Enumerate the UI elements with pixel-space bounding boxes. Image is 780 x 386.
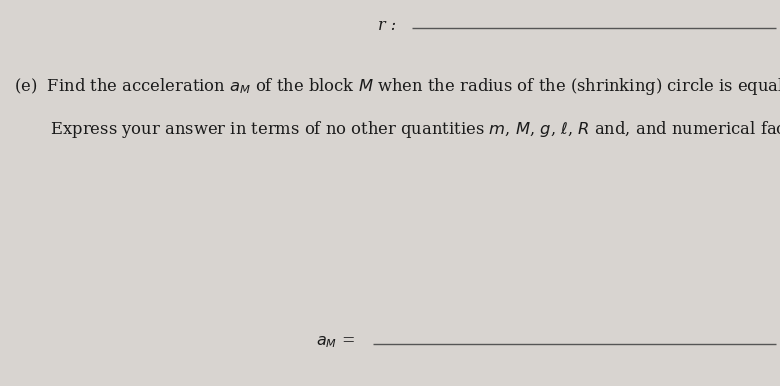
Text: $a_M$ =: $a_M$ = — [316, 333, 355, 350]
Text: Express your answer in terms of no other quantities $m$, $M$, $g$, $\ell$, $R$ a: Express your answer in terms of no other… — [14, 119, 780, 140]
Text: r :: r : — [378, 17, 396, 34]
Text: (e)  Find the acceleration $a_M$ of the block $M$ when the radius of the (shrink: (e) Find the acceleration $a_M$ of the b… — [14, 76, 780, 97]
